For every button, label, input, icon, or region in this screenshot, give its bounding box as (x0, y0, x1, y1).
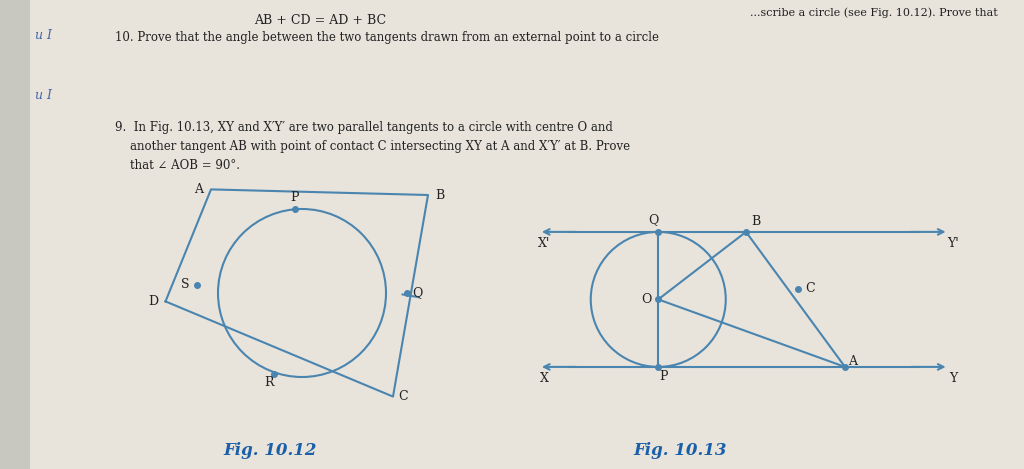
Text: S: S (181, 278, 189, 291)
Text: X: X (540, 372, 549, 386)
Text: P: P (659, 371, 668, 383)
Text: X': X' (538, 237, 550, 250)
Text: 10. Prove that the angle between the two tangents drawn from an external point t: 10. Prove that the angle between the two… (115, 31, 659, 44)
Text: C: C (805, 282, 814, 295)
Text: R: R (264, 376, 273, 389)
Text: D: D (148, 295, 159, 308)
Text: B: B (435, 189, 444, 202)
FancyBboxPatch shape (30, 0, 1024, 469)
Text: u I: u I (35, 29, 52, 42)
Text: AB + CD = AD + BC: AB + CD = AD + BC (254, 14, 386, 27)
Text: C: C (398, 390, 408, 403)
Text: 9.  In Fig. 10.13, XY and X′Y′ are two parallel tangents to a circle with centre: 9. In Fig. 10.13, XY and X′Y′ are two pa… (115, 121, 630, 172)
Text: Y: Y (949, 372, 957, 386)
Text: Q: Q (412, 287, 422, 300)
Text: Fig. 10.13: Fig. 10.13 (633, 442, 727, 459)
Text: A: A (195, 183, 204, 196)
Text: Y': Y' (947, 237, 959, 250)
Text: Q: Q (648, 213, 658, 227)
Text: ...scribe a circle (see Fig. 10.12). Prove that: ...scribe a circle (see Fig. 10.12). Pro… (750, 7, 997, 17)
Text: u I: u I (35, 89, 52, 102)
Text: Fig. 10.12: Fig. 10.12 (223, 442, 316, 459)
Text: O: O (641, 293, 651, 306)
Text: A: A (849, 356, 857, 369)
Text: B: B (752, 215, 761, 228)
Text: P: P (291, 190, 299, 204)
